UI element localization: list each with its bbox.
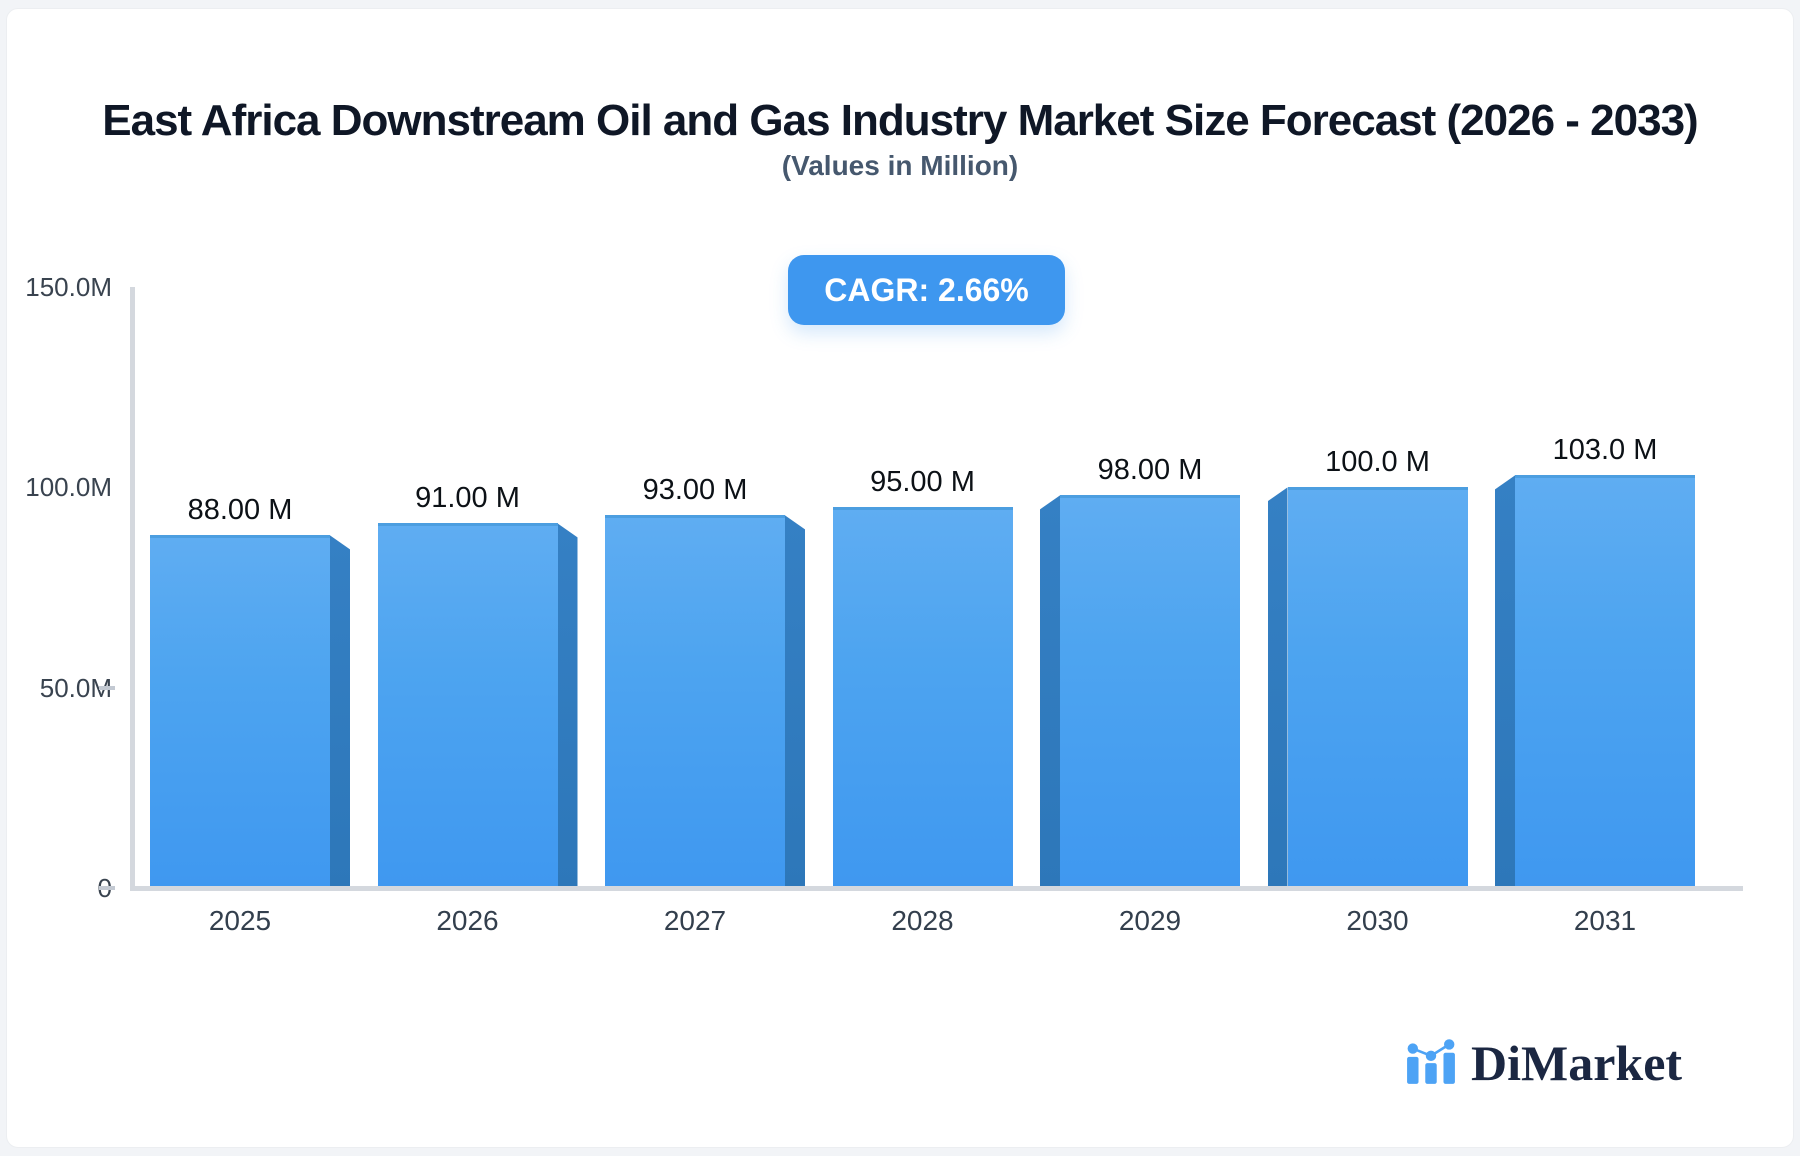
x-axis-label: 2028 [891, 905, 954, 936]
y-axis-tick-mark [99, 886, 115, 890]
bar-side-face [557, 523, 578, 888]
bar-face [1060, 495, 1240, 888]
bar-value-label: 88.00 M [187, 494, 293, 527]
bar-face [377, 523, 558, 888]
x-axis-label: 2025 [208, 905, 272, 936]
bar-face [1287, 487, 1468, 888]
chart-title: East Africa Downstream Oil and Gas Indus… [102, 96, 1698, 145]
bar-value-label: 93.00 M [642, 474, 748, 507]
bar-2027[interactable] [605, 515, 805, 888]
x-axis-label: 2029 [1118, 905, 1182, 936]
x-axis-label: 2027 [663, 905, 727, 936]
bar-2028[interactable] [832, 507, 1013, 888]
bar-side-face [1267, 487, 1288, 888]
bar-2029[interactable] [1040, 495, 1240, 888]
bar-side-face [1495, 475, 1515, 888]
y-axis-tick-label: 0 [0, 872, 112, 904]
dimarket-logo: DiMarket [1405, 1036, 1682, 1089]
bar-side-face [1040, 495, 1060, 888]
bar-side-face [785, 515, 805, 888]
bar-face [605, 515, 785, 888]
bar-value-label: 100.0 M [1325, 446, 1430, 479]
bar-side-face [330, 535, 350, 888]
logo-text: DiMarket [1471, 1035, 1683, 1091]
x-axis-label: 2030 [1346, 905, 1409, 936]
y-axis-tick-label: 100.0M [25, 472, 112, 503]
x-axis-line [130, 886, 1743, 891]
bar-value-label: 103.0 M [1552, 434, 1658, 467]
bar-chart-sparkline-icon [1405, 1036, 1457, 1089]
bar-value-label: 91.00 M [415, 482, 520, 515]
bar-2031[interactable] [1495, 475, 1695, 888]
y-axis-tick-mark [99, 685, 115, 690]
bar-2025[interactable] [150, 535, 350, 888]
y-axis-line [130, 287, 135, 891]
chart-subtitle: (Values in Million) [781, 150, 1019, 181]
bar-2030[interactable] [1267, 487, 1468, 888]
bar-face [832, 507, 1013, 888]
bar-value-label: 95.00 M [870, 466, 975, 499]
x-axis-label: 2031 [1573, 905, 1637, 936]
bar-2026[interactable] [377, 523, 578, 888]
y-axis-tick-label: 150.0M [25, 272, 112, 302]
y-axis-tick-label: 50.0M [39, 672, 112, 703]
bar-value-label: 98.00 M [1097, 454, 1203, 487]
bar-face [150, 535, 330, 888]
bar-face [1515, 475, 1695, 888]
cagr-badge: CAGR: 2.66% [788, 255, 1065, 325]
x-axis-label: 2026 [436, 905, 499, 936]
